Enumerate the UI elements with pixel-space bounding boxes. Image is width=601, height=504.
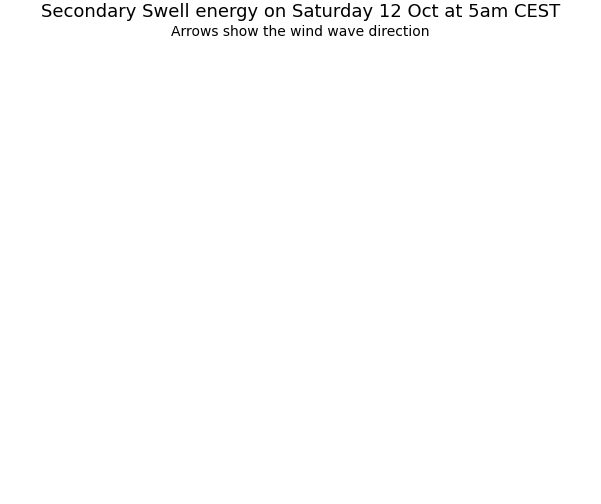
Text: Map (cartopy not available): Map (cartopy not available) <box>186 264 415 282</box>
Text: Arrows show the wind wave direction: Arrows show the wind wave direction <box>171 25 430 39</box>
Text: Secondary Swell energy on Saturday 12 Oct at 5am CEST: Secondary Swell energy on Saturday 12 Oc… <box>41 3 560 21</box>
